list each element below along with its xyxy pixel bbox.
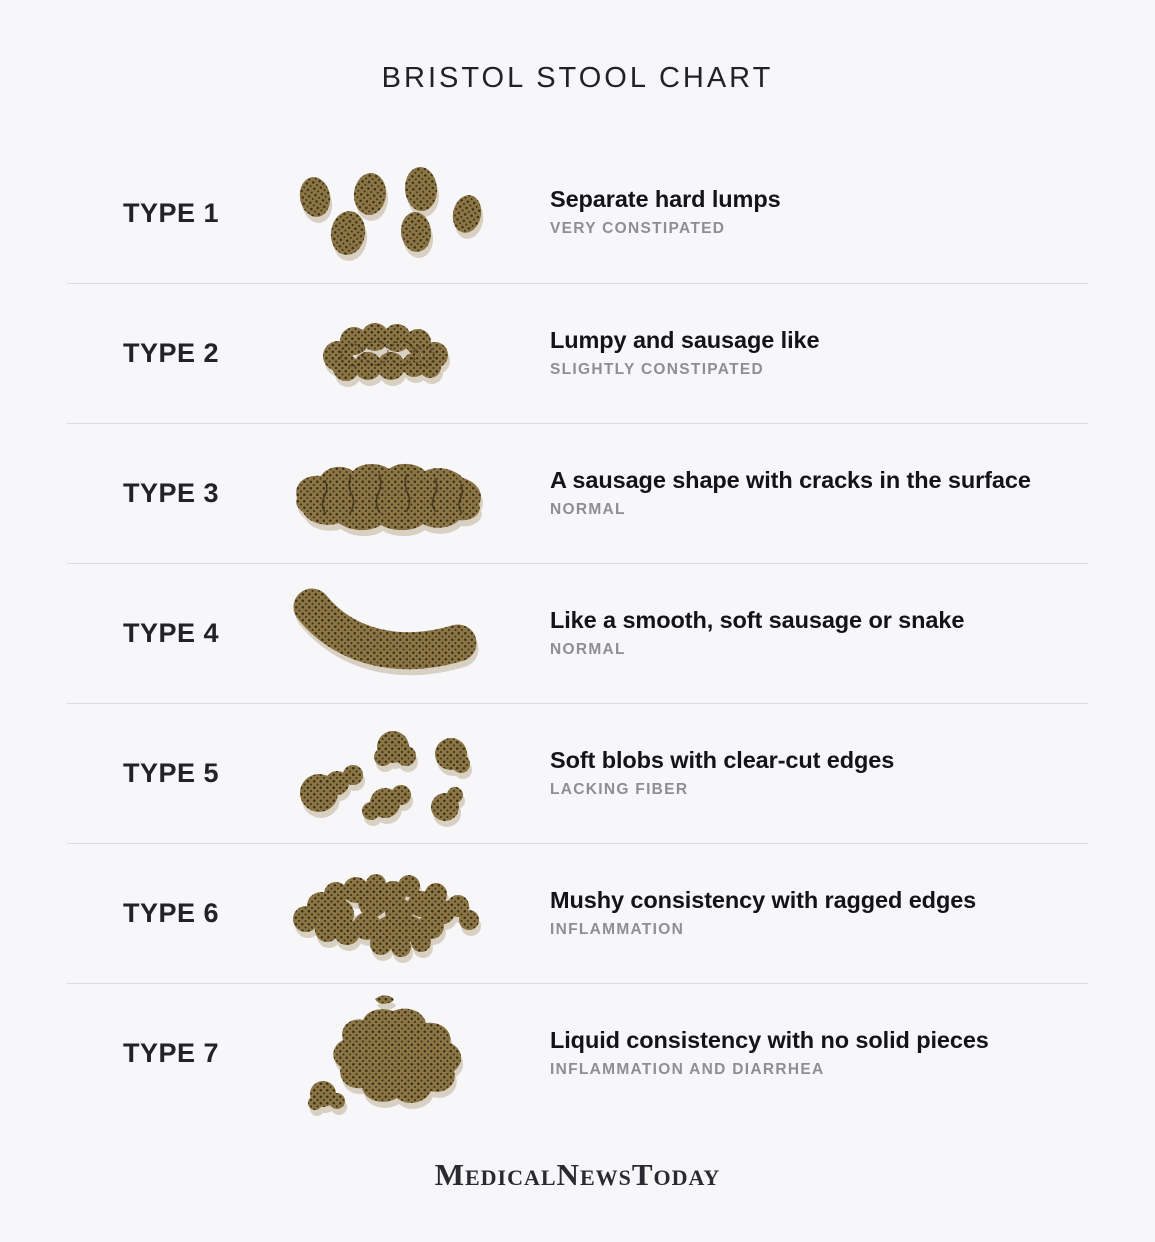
page-title: BRISTOL STOOL CHART xyxy=(381,62,774,94)
row-description-block: Mushy consistency with ragged edges INFL… xyxy=(503,887,1088,941)
row-type-3: TYPE 3 xyxy=(67,423,1088,563)
status-text: INFLAMMATION xyxy=(550,920,685,938)
row-type-6: TYPE 6 xyxy=(67,843,1088,983)
status-text: LACKING FIBER xyxy=(550,780,689,798)
chart-rows: TYPE 1 xyxy=(67,143,1088,1123)
status-text: INFLAMMATION AND DIARRHEA xyxy=(550,1060,825,1078)
description-text: Lumpy and sausage like xyxy=(550,326,820,353)
liquid-splatter-icon xyxy=(293,991,483,1116)
mushy-ragged-icon xyxy=(281,864,496,964)
description-text: A sausage shape with cracks in the surfa… xyxy=(550,466,1031,493)
type-7-label: TYPE 7 xyxy=(123,1038,220,1068)
status-text: NORMAL xyxy=(550,640,626,658)
smooth-sausage-icon xyxy=(288,586,488,681)
row-type-2: TYPE 2 xyxy=(67,283,1088,423)
description-text: Soft blobs with clear-cut edges xyxy=(550,746,895,773)
row-type-4: TYPE 4 Like a smooth, soft sausage or sn… xyxy=(67,563,1088,703)
type-5-label: TYPE 5 xyxy=(123,758,220,788)
row-description-block: Soft blobs with clear-cut edges LACKING … xyxy=(503,747,1088,801)
type-2-label: TYPE 2 xyxy=(123,338,220,368)
separate-hard-lumps-icon xyxy=(288,161,488,266)
type-6-label: TYPE 6 xyxy=(123,898,220,928)
cracked-sausage-icon xyxy=(283,454,493,534)
soft-blobs-icon xyxy=(293,721,483,826)
description-text: Liquid consistency with no solid pieces xyxy=(550,1026,989,1053)
row-type-5: TYPE 5 xyxy=(67,703,1088,843)
medical-news-today-logo: MedicalNewsToday xyxy=(434,1157,721,1192)
row-description-block: Separate hard lumps VERY CONSTIPATED xyxy=(503,186,1088,240)
footer: MedicalNewsToday xyxy=(0,1157,1155,1193)
row-description-block: Liquid consistency with no solid pieces … xyxy=(503,1027,1088,1081)
description-text: Like a smooth, soft sausage or snake xyxy=(550,606,965,633)
row-type-1: TYPE 1 xyxy=(67,143,1088,283)
status-text: SLIGHTLY CONSTIPATED xyxy=(550,360,765,378)
type-3-label: TYPE 3 xyxy=(123,478,220,508)
status-text: VERY CONSTIPATED xyxy=(550,220,726,237)
description-text: Mushy consistency with ragged edges xyxy=(550,886,977,913)
row-type-7: TYPE 7 xyxy=(67,983,1088,1123)
description-text: Separate hard lumps xyxy=(550,186,781,212)
row-description-block: A sausage shape with cracks in the surfa… xyxy=(503,467,1088,521)
header: BRISTOL STOOL CHART xyxy=(0,0,1155,143)
row-description-block: Like a smooth, soft sausage or snake NOR… xyxy=(503,607,1088,661)
row-description-block: Lumpy and sausage like SLIGHTLY CONSTIPA… xyxy=(503,327,1088,381)
status-text: NORMAL xyxy=(550,500,626,518)
type-4-label: TYPE 4 xyxy=(123,618,220,648)
lumpy-sausage-icon xyxy=(318,311,458,396)
type-1-label: TYPE 1 xyxy=(123,197,220,228)
